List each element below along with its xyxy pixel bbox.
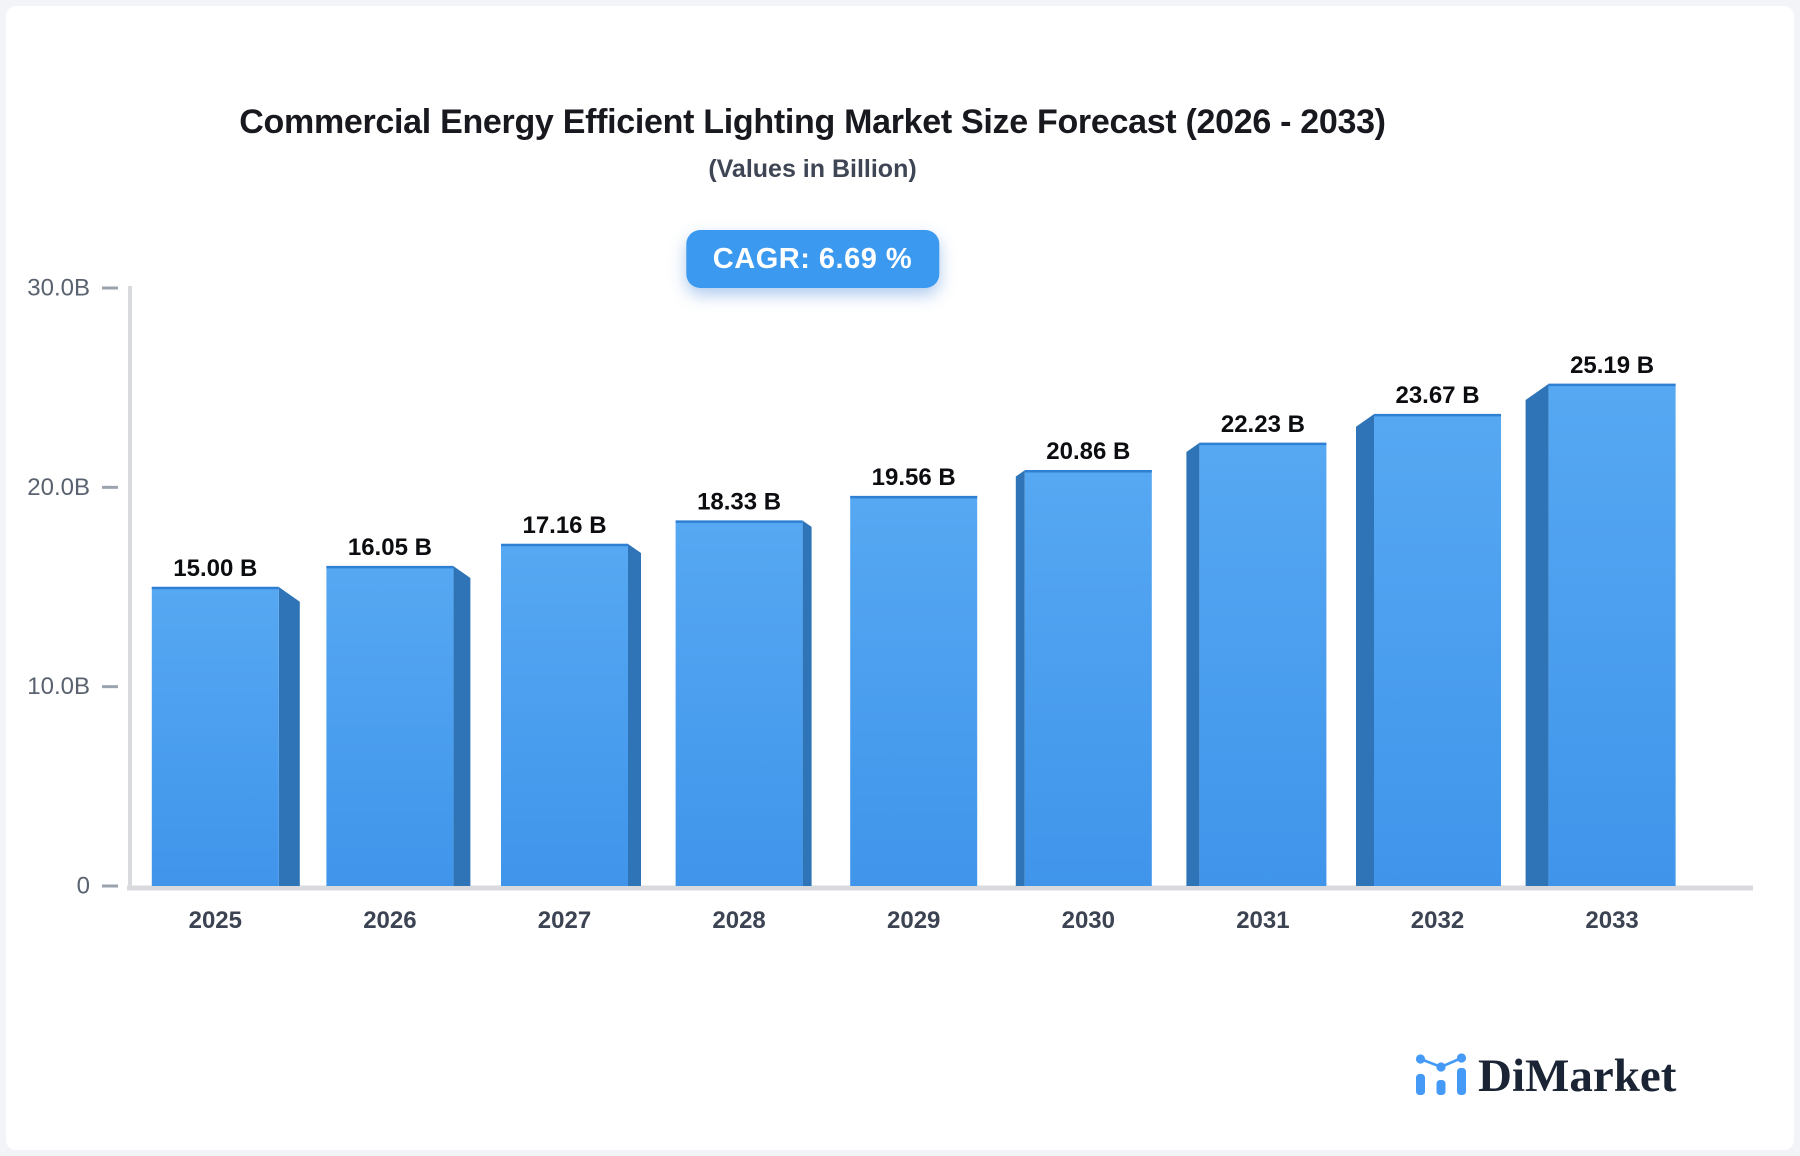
x-axis-label: 2033 (1585, 907, 1638, 934)
chart-title: Commercial Energy Efficient Lighting Mar… (239, 103, 1386, 141)
bar-side-3d (1525, 383, 1549, 886)
bar-2031 (1186, 442, 1327, 886)
chart-subtitle: (Values in Billion) (708, 155, 917, 183)
bar-value-label: 16.05 B (348, 534, 432, 561)
bar-face (1548, 383, 1676, 886)
bar-chart: 30.0B 20.0B 10.0B 0 15.00 B 2025 16.05 B 2026 17… (27, 275, 1753, 934)
bar-value-label: 17.16 B (522, 512, 606, 539)
bar-side-3d (453, 566, 471, 886)
bar-face (850, 496, 978, 886)
bar-value-label: 22.23 B (1221, 411, 1305, 438)
x-axis-label: 2028 (712, 907, 765, 934)
x-axis-label: 2026 (363, 907, 416, 934)
bar-2033 (1525, 383, 1676, 886)
bar-face (326, 566, 454, 886)
bar-2032 (1356, 413, 1501, 886)
bar-2027 (501, 543, 641, 886)
y-axis-tick-label: 0 (77, 873, 90, 900)
bar-face (151, 587, 279, 886)
bar-face (1024, 470, 1152, 886)
x-axis-label: 2029 (887, 907, 940, 934)
bar-face (1374, 414, 1501, 886)
bar-face (1199, 442, 1327, 886)
x-axis-label: 2032 (1411, 907, 1464, 934)
bar-side-3d (1356, 414, 1374, 886)
bar-line-chart-icon (1415, 1053, 1467, 1095)
bar-value-label: 25.19 B (1570, 352, 1654, 379)
bar-value-label: 20.86 B (1046, 438, 1130, 465)
x-axis-label: 2025 (189, 907, 242, 934)
cagr-badge: CAGR: 6.69 % (685, 230, 940, 288)
bar-value-label: 15.00 B (173, 555, 257, 582)
x-axis-label: 2027 (538, 907, 591, 934)
y-axis-tick-label: 10.0B (27, 673, 90, 700)
dimarket-logo: DiMarket (1414, 1048, 1676, 1104)
bar-side-3d (802, 520, 812, 886)
bar-value-label: 18.33 B (697, 489, 781, 516)
x-axis-label: 2030 (1062, 907, 1115, 934)
bar-2025 (151, 586, 300, 886)
y-axis-tick-label: 30.0B (27, 275, 90, 302)
bar-face (675, 520, 803, 886)
chart-card: Commercial Energy Efficient Lighting Mar… (6, 6, 1794, 1150)
bar-2028 (675, 520, 812, 886)
x-axis-label: 2031 (1236, 907, 1289, 934)
bar-2026 (326, 565, 471, 886)
bar-side-3d (1186, 442, 1200, 886)
bar-side-3d (278, 587, 300, 886)
bar-face (501, 543, 628, 886)
dimarket-logo-text: DiMarket (1478, 1049, 1677, 1102)
bar-value-label: 23.67 B (1395, 382, 1479, 409)
bar-2029 (850, 495, 978, 886)
bar-2030 (1015, 469, 1152, 886)
bar-value-label: 19.56 B (872, 464, 956, 491)
bar-side-3d (1015, 470, 1025, 886)
bar-side-3d (628, 543, 641, 886)
y-axis-tick-label: 20.0B (27, 474, 90, 501)
